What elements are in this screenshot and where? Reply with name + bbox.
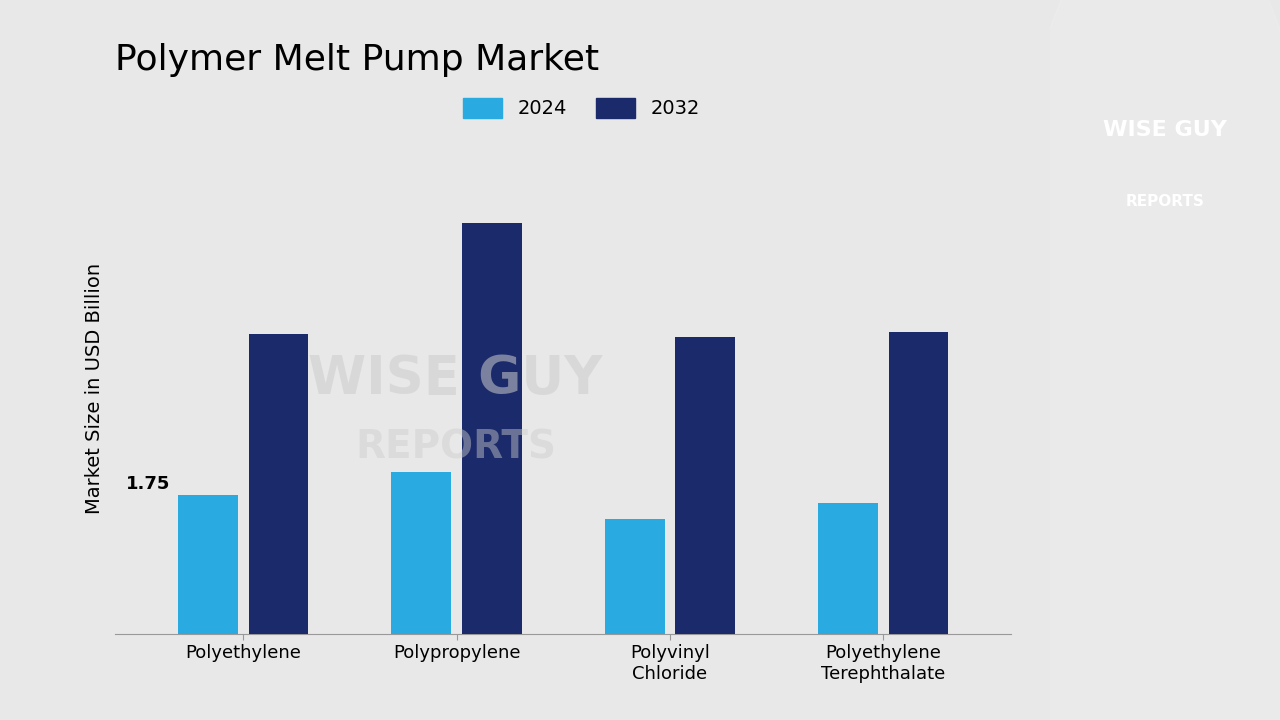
Bar [818, 503, 878, 634]
Y-axis label: Market Size in USD Billion: Market Size in USD Billion [84, 264, 104, 514]
Text: 1.75: 1.75 [125, 475, 170, 493]
Bar [178, 495, 238, 634]
Bar [248, 333, 308, 634]
Circle shape [992, 0, 1280, 720]
Text: Polymer Melt Pump Market: Polymer Melt Pump Market [115, 43, 599, 77]
Text: WISE GUY: WISE GUY [308, 353, 603, 405]
Bar [462, 223, 522, 634]
Text: WISE GUY: WISE GUY [1103, 120, 1226, 140]
Legend: 2024, 2032: 2024, 2032 [454, 90, 708, 126]
Text: REPORTS: REPORTS [355, 428, 557, 467]
Text: REPORTS: REPORTS [1125, 194, 1204, 209]
Bar [604, 519, 664, 634]
Bar [676, 338, 735, 634]
Bar [392, 472, 452, 634]
Bar [888, 332, 948, 634]
